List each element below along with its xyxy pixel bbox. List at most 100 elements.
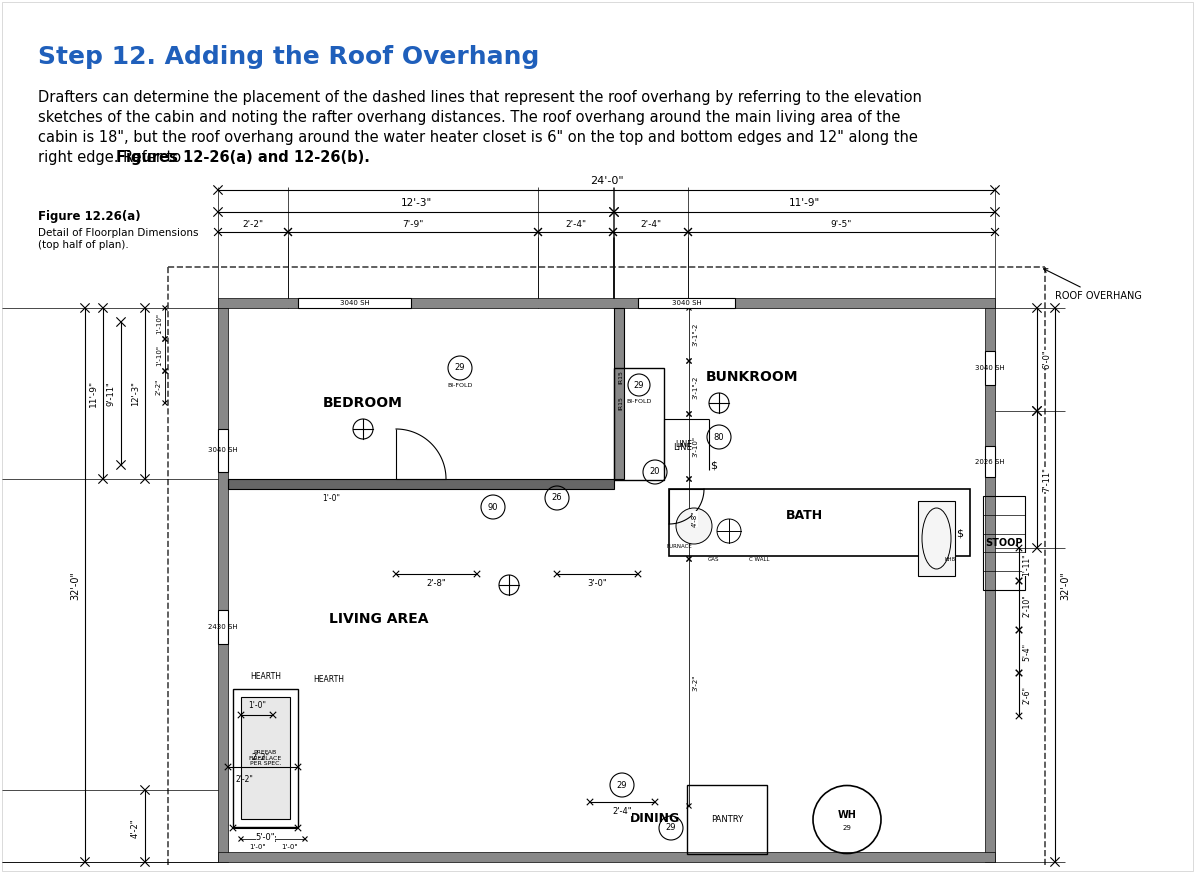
- Text: 2'-8": 2'-8": [427, 579, 446, 588]
- Text: 3'-0": 3'-0": [588, 579, 607, 588]
- Text: GAS: GAS: [709, 557, 719, 562]
- Text: Figures 12-26(a) and 12-26(b).: Figures 12-26(a) and 12-26(b).: [116, 150, 370, 165]
- Bar: [918, 501, 955, 576]
- Bar: [298, 298, 411, 308]
- Text: 2'-2": 2'-2": [157, 379, 163, 395]
- Text: 3040 SH: 3040 SH: [975, 365, 1005, 371]
- Text: 1'-0": 1'-0": [249, 844, 265, 850]
- Text: 90: 90: [488, 503, 498, 512]
- Bar: [614, 308, 624, 479]
- Text: 1'-10": 1'-10": [157, 313, 163, 334]
- Text: 26: 26: [552, 493, 563, 503]
- Text: 2'-4": 2'-4": [641, 220, 661, 229]
- Text: 29: 29: [633, 381, 644, 389]
- Bar: [217, 429, 228, 472]
- Text: BATH: BATH: [786, 509, 823, 522]
- Text: 4'-2": 4'-2": [131, 818, 140, 838]
- Text: Detail of Floorplan Dimensions
(top half of plan).: Detail of Floorplan Dimensions (top half…: [38, 228, 198, 250]
- Text: 80: 80: [713, 432, 724, 442]
- Text: 3040 SH: 3040 SH: [672, 300, 701, 306]
- Text: WH: WH: [838, 809, 857, 820]
- Text: 1'-0": 1'-0": [321, 494, 341, 503]
- Text: DINING: DINING: [630, 813, 680, 826]
- Text: 24'-0": 24'-0": [589, 176, 624, 186]
- Text: 32'-0": 32'-0": [1060, 570, 1070, 600]
- Text: 2'-4": 2'-4": [565, 220, 586, 229]
- Text: 5'-0": 5'-0": [256, 833, 275, 842]
- Bar: [983, 496, 1025, 590]
- Text: 20: 20: [650, 468, 661, 477]
- Bar: [985, 446, 995, 477]
- Text: $: $: [956, 528, 963, 538]
- Text: 1'-11": 1'-11": [1022, 553, 1031, 576]
- Text: 2'-4": 2'-4": [613, 807, 632, 816]
- Text: BEDROOM: BEDROOM: [323, 396, 403, 410]
- Text: 3'-1"-2: 3'-1"-2: [692, 323, 698, 347]
- Bar: [687, 785, 767, 854]
- Text: 29: 29: [666, 823, 676, 833]
- Text: 1'-0": 1'-0": [249, 701, 266, 710]
- Text: ROOF OVERHANG: ROOF OVERHANG: [1043, 269, 1142, 301]
- Bar: [638, 298, 735, 308]
- Text: 2026 SH: 2026 SH: [975, 458, 1005, 464]
- Text: 3040 SH: 3040 SH: [339, 300, 369, 306]
- Text: HEARTH: HEARTH: [313, 675, 344, 684]
- Text: 12'-3": 12'-3": [400, 198, 431, 208]
- Text: 2430 SH: 2430 SH: [208, 624, 238, 630]
- Text: BI-FOLD: BI-FOLD: [447, 383, 473, 388]
- Text: $: $: [711, 461, 717, 471]
- Text: C WALL: C WALL: [749, 557, 770, 562]
- Text: LINEN: LINEN: [675, 440, 698, 449]
- Text: 3040 SH: 3040 SH: [208, 448, 238, 453]
- Text: 29: 29: [455, 363, 465, 373]
- Text: 2'-10": 2'-10": [1022, 595, 1031, 617]
- Text: 7'-9": 7'-9": [403, 220, 424, 229]
- Bar: [985, 351, 995, 385]
- Text: 3'-1"-2: 3'-1"-2: [692, 375, 698, 399]
- Bar: [217, 298, 995, 308]
- Text: IR15: IR15: [619, 370, 624, 384]
- Text: PREFAB
FIREPLACE
PER SPEC.: PREFAB FIREPLACE PER SPEC.: [249, 750, 282, 766]
- Text: 1'-10": 1'-10": [157, 345, 163, 366]
- Text: 29: 29: [842, 824, 851, 830]
- Text: 2'-2": 2'-2": [251, 753, 269, 762]
- Text: Figure 12.26(a): Figure 12.26(a): [38, 210, 141, 223]
- Text: 3'-10": 3'-10": [692, 436, 698, 457]
- Text: 11'-9": 11'-9": [88, 380, 98, 407]
- Text: PANTRY: PANTRY: [711, 815, 743, 824]
- Text: 5'-4": 5'-4": [1022, 643, 1031, 661]
- Bar: [217, 852, 995, 862]
- Text: sketches of the cabin and noting the rafter overhang distances. The roof overhan: sketches of the cabin and noting the raf…: [38, 110, 900, 125]
- Bar: [228, 479, 614, 489]
- Text: FURNACE: FURNACE: [666, 544, 692, 549]
- Text: KH8: KH8: [944, 557, 956, 562]
- Text: right edge. Refer to: right edge. Refer to: [38, 150, 185, 165]
- Text: 6'-0": 6'-0": [1042, 350, 1050, 369]
- Text: IR15: IR15: [619, 396, 624, 410]
- Bar: [217, 610, 228, 644]
- Text: cabin is 18", but the roof overhang around the water heater closet is 6" on the : cabin is 18", but the roof overhang arou…: [38, 130, 918, 145]
- Text: 3'-2": 3'-2": [692, 674, 698, 691]
- Text: 2'-2": 2'-2": [243, 220, 264, 229]
- Text: STOOP: STOOP: [985, 538, 1023, 548]
- Text: 2'-6": 2'-6": [1022, 685, 1031, 704]
- Text: LIVING AREA: LIVING AREA: [330, 612, 429, 626]
- Text: 32'-0": 32'-0": [71, 570, 80, 600]
- Text: 11'-9": 11'-9": [789, 198, 820, 208]
- Text: 12'-3": 12'-3": [131, 381, 140, 406]
- Text: 1'-0": 1'-0": [281, 844, 298, 850]
- Bar: [985, 308, 995, 862]
- Text: HEARTH: HEARTH: [250, 672, 281, 681]
- Text: 7'-11": 7'-11": [1042, 467, 1050, 492]
- Text: Drafters can determine the placement of the dashed lines that represent the roof: Drafters can determine the placement of …: [38, 90, 921, 105]
- Circle shape: [676, 508, 712, 544]
- Text: 9'-11": 9'-11": [108, 382, 116, 406]
- Text: LINEN: LINEN: [674, 443, 699, 452]
- Text: 29: 29: [617, 780, 627, 789]
- Bar: [217, 308, 228, 862]
- Text: 9'-5": 9'-5": [831, 220, 852, 229]
- Text: BUNKROOM: BUNKROOM: [706, 370, 798, 384]
- Bar: [669, 489, 970, 556]
- Text: Step 12. Adding the Roof Overhang: Step 12. Adding the Roof Overhang: [38, 45, 539, 69]
- Bar: [614, 368, 664, 480]
